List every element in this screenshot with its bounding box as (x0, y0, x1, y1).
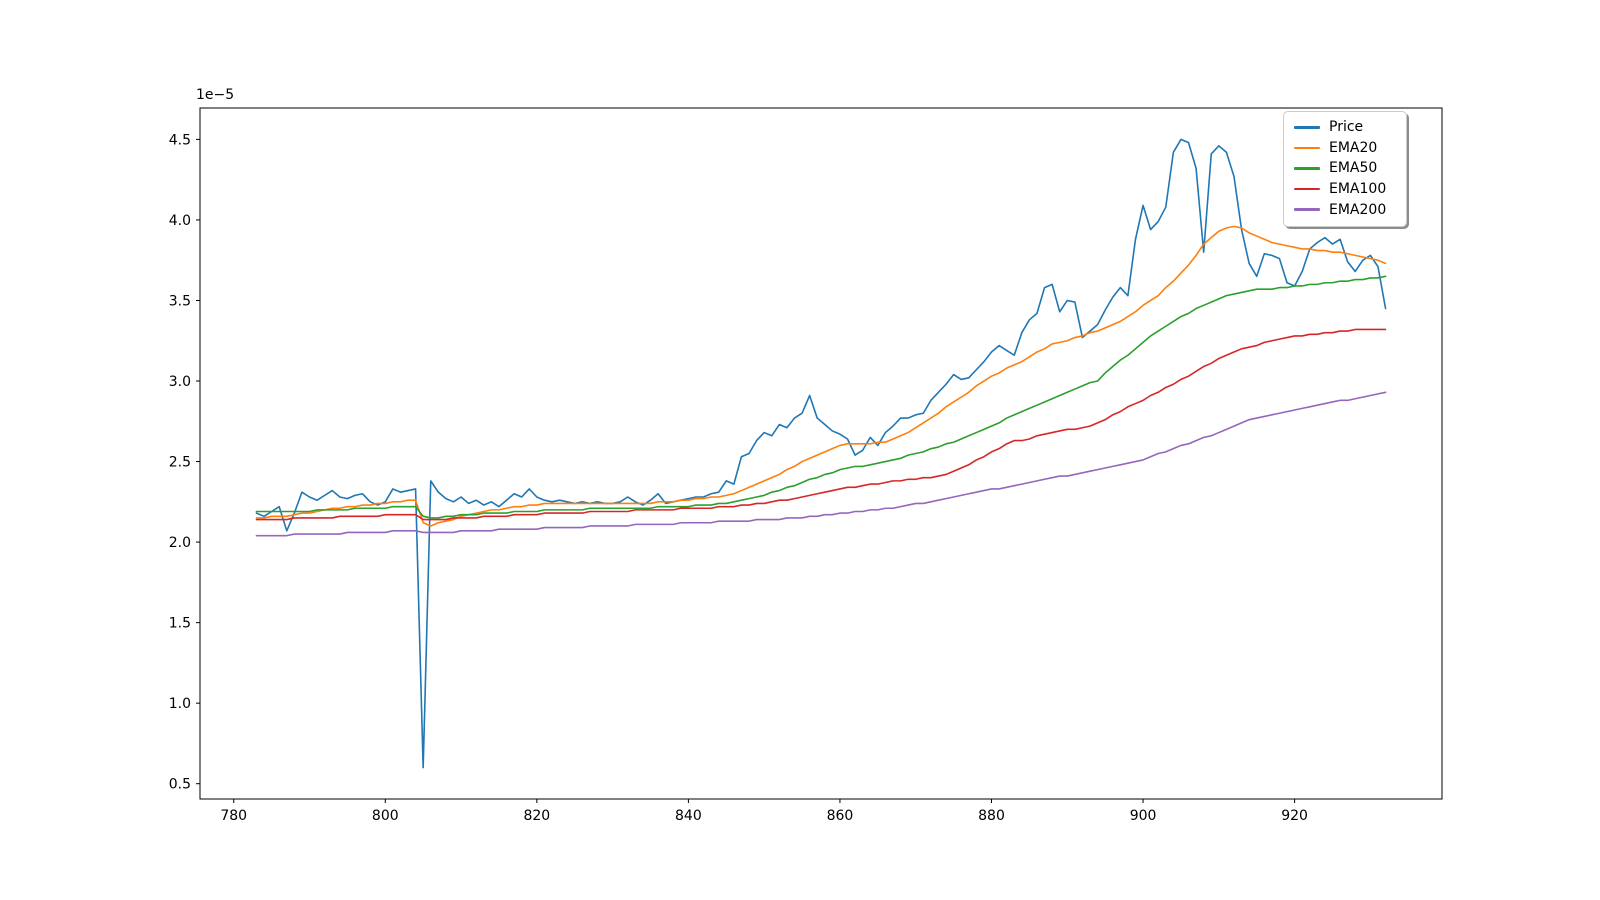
legend-row: EMA20 (1284, 138, 1406, 159)
y-tick-label: 4.5 (169, 132, 191, 148)
x-tick-label: 920 (1281, 808, 1308, 824)
legend: Price EMA20 EMA50 EMA100 EMA200 (1283, 111, 1407, 227)
y-tick-label: 1.0 (169, 696, 191, 712)
y-axis-offset-label: 1e−5 (196, 87, 234, 103)
y-tick-label: 3.5 (169, 293, 191, 309)
legend-row: EMA100 (1284, 179, 1406, 200)
y-tick-label: 3.0 (169, 374, 191, 390)
y-tick-label: 2.0 (169, 535, 191, 551)
x-tick-label: 900 (1130, 808, 1157, 824)
y-tick-label: 4.0 (169, 213, 191, 229)
legend-label: EMA20 (1329, 139, 1378, 156)
series-line-ema50 (255, 275, 1387, 519)
y-tick-label: 2.5 (169, 455, 191, 471)
legend-label: EMA200 (1329, 201, 1387, 218)
legend-label: Price (1329, 119, 1364, 136)
x-tick-label: 880 (978, 808, 1005, 824)
legend-line-icon (1294, 126, 1320, 129)
legend-line-icon (1294, 208, 1320, 211)
axes-frame (199, 107, 1443, 800)
legend-row: EMA200 (1284, 199, 1406, 220)
x-tick-label: 860 (827, 808, 854, 824)
series-line-price (255, 138, 1387, 769)
x-tick-label: 800 (372, 808, 399, 824)
x-tick-label: 840 (675, 808, 702, 824)
legend-label: EMA50 (1329, 160, 1378, 177)
legend-line-icon (1294, 187, 1320, 191)
legend-line-icon (1294, 167, 1320, 170)
x-tick-label: 780 (220, 808, 247, 824)
y-tick-label: 0.5 (169, 777, 191, 793)
legend-row: EMA50 (1284, 158, 1406, 179)
series-line-ema20 (255, 225, 1387, 527)
y-tick-label: 1.5 (169, 616, 191, 632)
series-line-ema100 (255, 328, 1387, 521)
series-line-ema200 (255, 391, 1387, 537)
legend-label: EMA100 (1329, 181, 1387, 198)
x-tick-label: 820 (523, 808, 550, 824)
legend-line-icon (1294, 146, 1320, 150)
legend-row: Price (1284, 117, 1406, 138)
